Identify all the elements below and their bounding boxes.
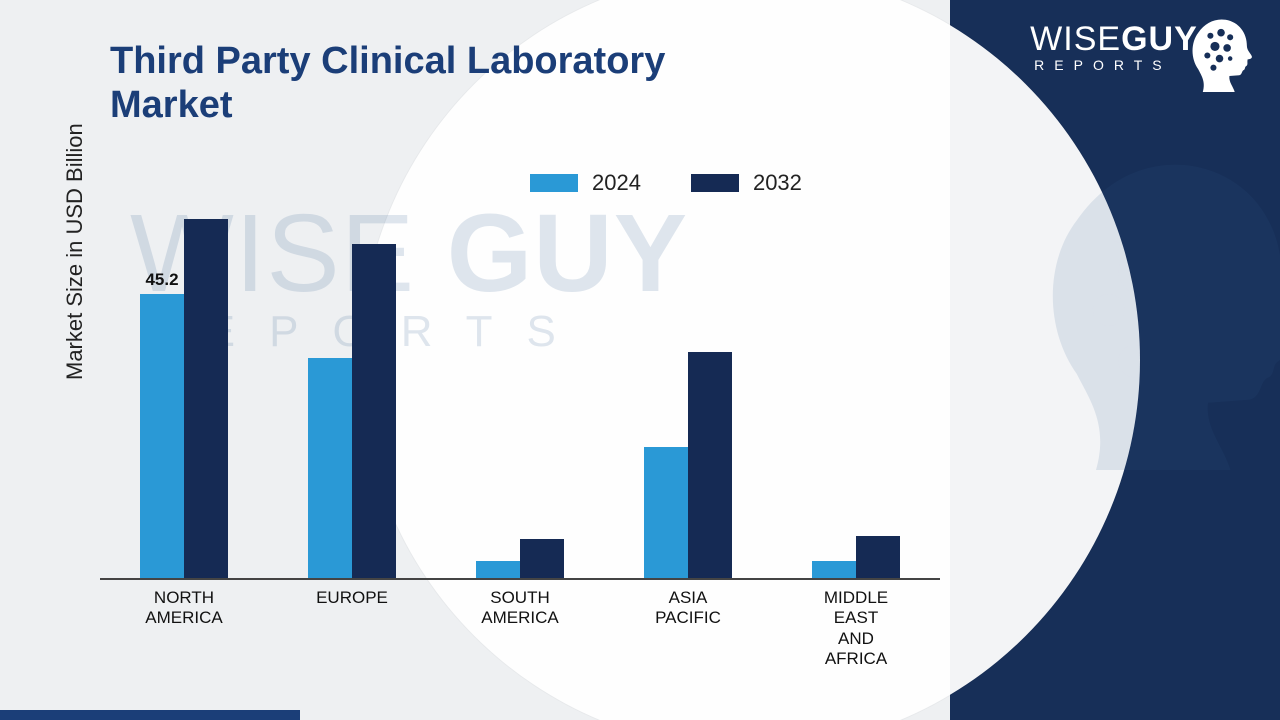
category-label: MIDDLEEASTANDAFRICA [730,580,982,670]
bar-group: EUROPE [268,200,436,580]
legend-item-2024: 2024 [530,170,641,196]
bar-pair [436,200,604,580]
bar [184,219,228,580]
bar-group: SOUTHAMERICA [436,200,604,580]
legend-item-2032: 2032 [691,170,802,196]
logo-text-1a: WISE [1030,20,1121,58]
bar-pair: 45.2 [100,200,268,580]
footer-accent-bar [0,710,300,720]
bar [520,539,564,580]
bar-pair [604,200,772,580]
bar [644,447,688,580]
chart-legend: 2024 2032 [530,170,802,196]
legend-label-2024: 2024 [592,170,641,196]
bar-pair [772,200,940,580]
legend-label-2032: 2032 [753,170,802,196]
bar-pair [268,200,436,580]
bar [308,358,352,580]
bar-chart: 45.2NORTHAMERICAEUROPESOUTHAMERICAASIAPA… [100,200,940,580]
chart-canvas: WISEGUY REPORTS Third Party Clinical Lab… [0,0,1280,720]
bar [856,536,900,580]
chart-title: Third Party Clinical Laboratory Market [110,40,730,127]
bar-value-label: 45.2 [140,270,184,290]
bar-group: ASIAPACIFIC [604,200,772,580]
brand-head-icon [1180,16,1256,92]
x-axis-line [100,578,940,580]
bar [352,244,396,580]
legend-swatch-2032 [691,174,739,192]
bar-groups: 45.2NORTHAMERICAEUROPESOUTHAMERICAASIAPA… [100,200,940,580]
bar: 45.2 [140,294,184,580]
legend-swatch-2024 [530,174,578,192]
y-axis-label: Market Size in USD Billion [62,123,88,380]
bar [688,352,732,580]
bar-group: 45.2NORTHAMERICA [100,200,268,580]
bar-group: MIDDLEEASTANDAFRICA [772,200,940,580]
brand-logo: WISEGUY REPORTS [1030,20,1250,73]
